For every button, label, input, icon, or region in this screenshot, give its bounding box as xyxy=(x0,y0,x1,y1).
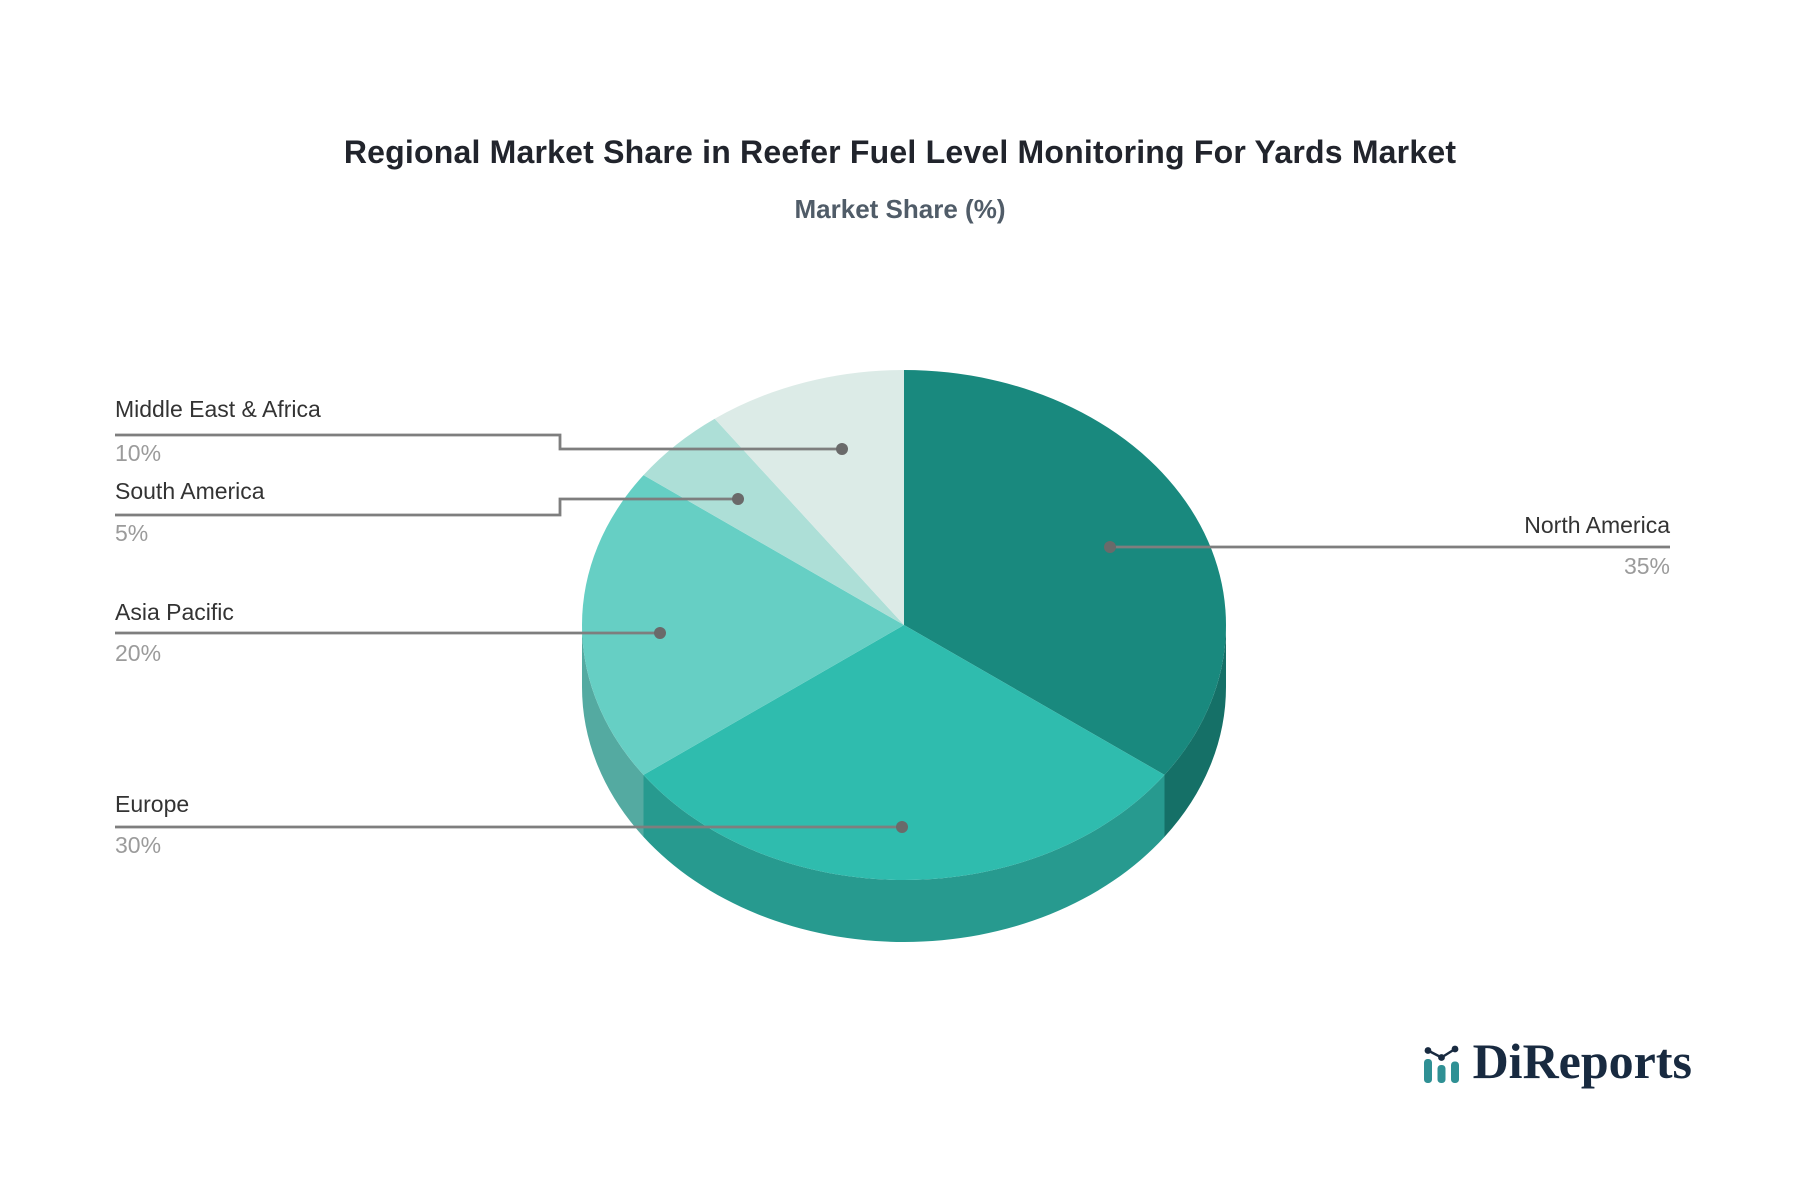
slice-label-south-america: South America xyxy=(115,478,265,504)
slice-value-middle-east-africa: 10% xyxy=(115,440,162,466)
chart-subtitle: Market Share (%) xyxy=(794,194,1006,224)
slice-label-middle-east-africa: Middle East & Africa xyxy=(115,396,321,422)
bar-line-chart-icon xyxy=(1423,1045,1459,1083)
pie-slice-south-america xyxy=(643,418,904,625)
slice-value-north-america: 35% xyxy=(1623,553,1670,579)
leader-dot-asia-pacific xyxy=(654,627,666,639)
slice-value-europe: 30% xyxy=(115,832,162,858)
chart-title: Regional Market Share in Reefer Fuel Lev… xyxy=(343,134,1457,170)
slice-label-north-america: North America xyxy=(1524,512,1670,538)
leader-dot-europe xyxy=(896,821,908,833)
slice-value-asia-pacific: 20% xyxy=(115,640,162,666)
pie-side-asia-pacific xyxy=(582,625,644,837)
leader-dot-north-america xyxy=(1104,541,1116,553)
pie-slice-middle-east-africa xyxy=(714,370,904,625)
pie-slice-north-america xyxy=(904,370,1227,775)
slice-label-europe: Europe xyxy=(115,791,190,817)
direports-logo-text: DiReports xyxy=(1472,1033,1692,1089)
slice-value-south-america: 5% xyxy=(115,520,149,546)
pie-side-north-america xyxy=(1164,625,1226,837)
pie-side-europe xyxy=(643,774,1165,943)
leader-dot-middle-east-africa xyxy=(836,443,848,455)
pie-slice-europe xyxy=(643,625,1165,881)
direports-logo: DiReports xyxy=(1421,1036,1692,1086)
pie-slice-asia-pacific xyxy=(581,475,904,775)
leader-dot-south-america xyxy=(732,493,744,505)
leader-line-south-america xyxy=(115,497,738,517)
leader-line-middle-east-africa xyxy=(115,433,842,451)
slice-label-asia-pacific: Asia Pacific xyxy=(115,599,234,625)
